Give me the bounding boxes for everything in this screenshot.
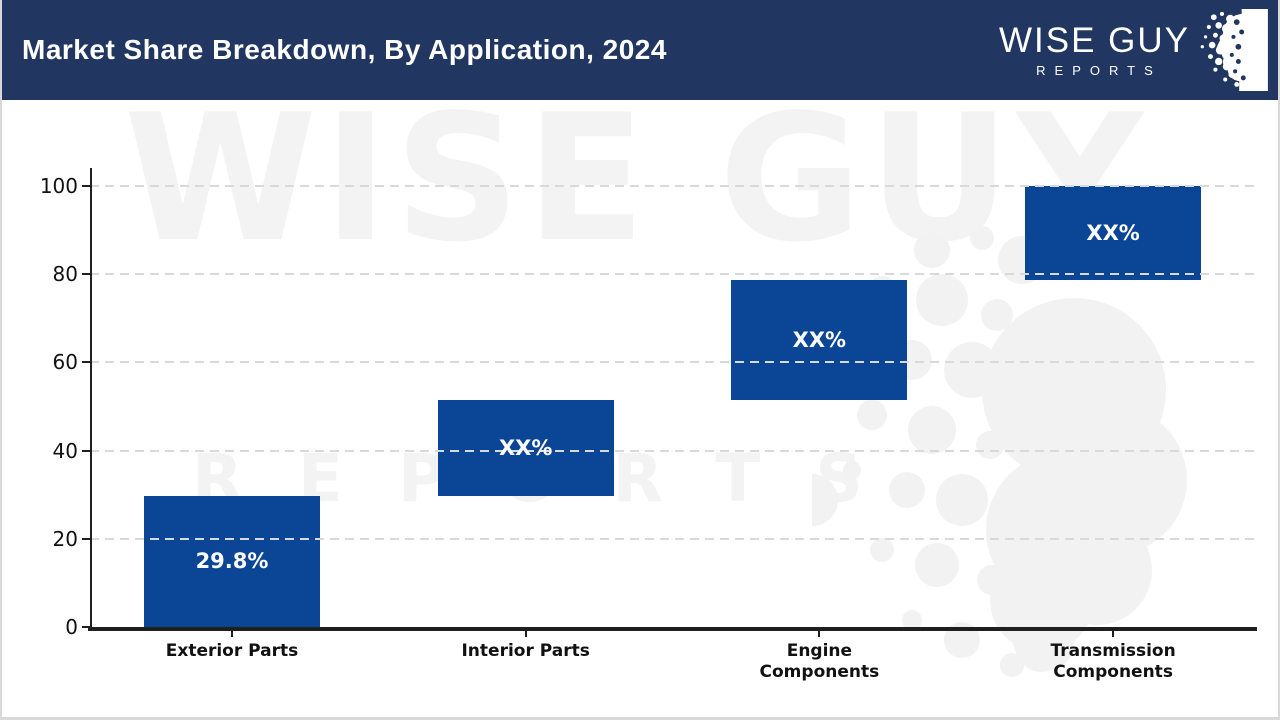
header: Market Share Breakdown, By Application, … <box>2 0 1278 100</box>
waterfall-bar <box>144 495 320 627</box>
x-axis-tick <box>231 629 233 637</box>
x-tick-label: Interior Parts <box>461 641 590 661</box>
page-title: Market Share Breakdown, By Application, … <box>22 34 667 65</box>
x-axis-tick <box>524 629 527 637</box>
watermark-wordmark: WISE GUY <box>124 78 1150 281</box>
y-axis-line <box>90 168 92 631</box>
y-tick-label: 80 <box>52 262 78 287</box>
y-tick-label: 20 <box>52 526 78 551</box>
y-gridline <box>90 537 1255 540</box>
y-gridline <box>90 449 1255 452</box>
y-axis-tick <box>82 185 90 187</box>
y-axis-tick <box>82 273 90 276</box>
y-gridline <box>90 273 1255 276</box>
y-tick-label: 0 <box>65 615 78 639</box>
y-tick-label: 40 <box>52 438 78 463</box>
y-gridline <box>90 185 1255 187</box>
y-axis-tick <box>82 626 90 628</box>
x-axis-tick <box>1112 629 1115 637</box>
bar-value-label: XX% <box>498 435 553 460</box>
logo-head-icon <box>1200 9 1268 91</box>
waterfall-bar <box>437 399 614 496</box>
x-tick-label: Transmission Components <box>1050 641 1176 683</box>
bar-value-label: XX% <box>792 327 847 352</box>
y-axis-tick <box>82 449 90 452</box>
x-tick-label: Exterior Parts <box>165 641 299 661</box>
x-tick-label: Engine Components <box>759 641 880 683</box>
watermark-head-icon <box>812 226 1187 677</box>
bar-value-label: 29.8% <box>195 549 269 574</box>
y-axis-tick <box>82 537 90 540</box>
y-axis-tick <box>82 361 90 364</box>
y-tick-label: 60 <box>52 350 78 375</box>
waterfall-bar <box>731 279 908 400</box>
logo-subtitle: REPORTS <box>1036 62 1162 78</box>
chart-area: WISE GUY REPORTS 02040608010029.8%Exteri… <box>2 78 1278 717</box>
x-axis-tick <box>818 629 821 637</box>
waterfall-bar <box>1025 186 1202 280</box>
logo-wordmark: WISE GUY <box>998 20 1190 60</box>
brand-logo: WISE GUY REPORTS <box>999 9 1268 91</box>
logo-text: WISE GUY REPORTS <box>999 23 1190 78</box>
bar-value-label: XX% <box>1086 220 1140 245</box>
y-tick-label: 100 <box>39 174 78 198</box>
y-gridline <box>90 361 1255 364</box>
x-axis-line <box>88 627 1257 631</box>
